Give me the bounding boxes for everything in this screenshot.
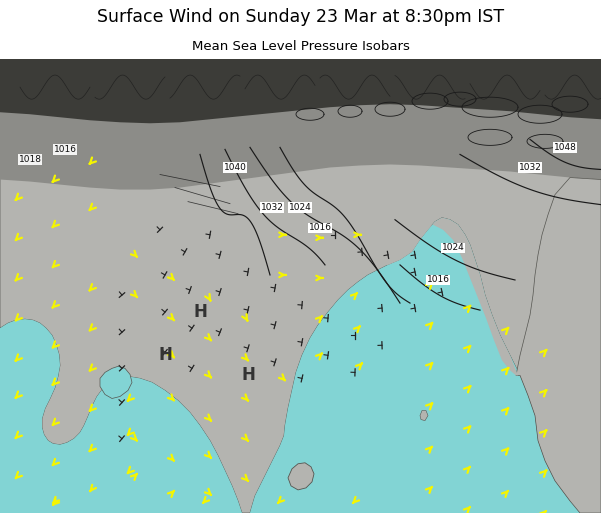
Polygon shape: [0, 59, 601, 123]
Text: 1016: 1016: [53, 145, 76, 154]
Text: Surface Wind on Sunday 23 Mar at 8:30pm IST: Surface Wind on Sunday 23 Mar at 8:30pm …: [97, 8, 504, 26]
Text: 1016: 1016: [308, 223, 332, 232]
Polygon shape: [0, 319, 242, 513]
Polygon shape: [0, 59, 601, 190]
Text: 1024: 1024: [288, 203, 311, 212]
Text: 1032: 1032: [519, 163, 542, 172]
Text: 1024: 1024: [442, 243, 465, 252]
Text: 1048: 1048: [554, 143, 576, 152]
Text: 1016: 1016: [427, 275, 450, 285]
Text: 1016: 1016: [427, 275, 450, 285]
Text: H: H: [241, 366, 255, 384]
Text: 1040: 1040: [224, 163, 246, 172]
Polygon shape: [100, 366, 132, 399]
Polygon shape: [516, 177, 601, 513]
Text: H: H: [193, 303, 207, 321]
Polygon shape: [0, 59, 601, 513]
Text: H: H: [158, 346, 172, 364]
Text: 1024: 1024: [442, 243, 465, 252]
Text: 1032: 1032: [261, 203, 284, 212]
Text: Mean Sea Level Pressure Isobars: Mean Sea Level Pressure Isobars: [192, 40, 409, 52]
Polygon shape: [380, 218, 518, 376]
Text: 1048: 1048: [554, 143, 576, 152]
Polygon shape: [288, 463, 314, 490]
Text: 1018: 1018: [19, 155, 41, 164]
Text: 1016: 1016: [308, 223, 332, 232]
Text: 1032: 1032: [261, 203, 284, 212]
Text: 1040: 1040: [224, 163, 246, 172]
Polygon shape: [88, 408, 118, 441]
Polygon shape: [250, 218, 580, 513]
Text: 1024: 1024: [288, 203, 311, 212]
Polygon shape: [420, 410, 428, 421]
Text: 1032: 1032: [519, 163, 542, 172]
